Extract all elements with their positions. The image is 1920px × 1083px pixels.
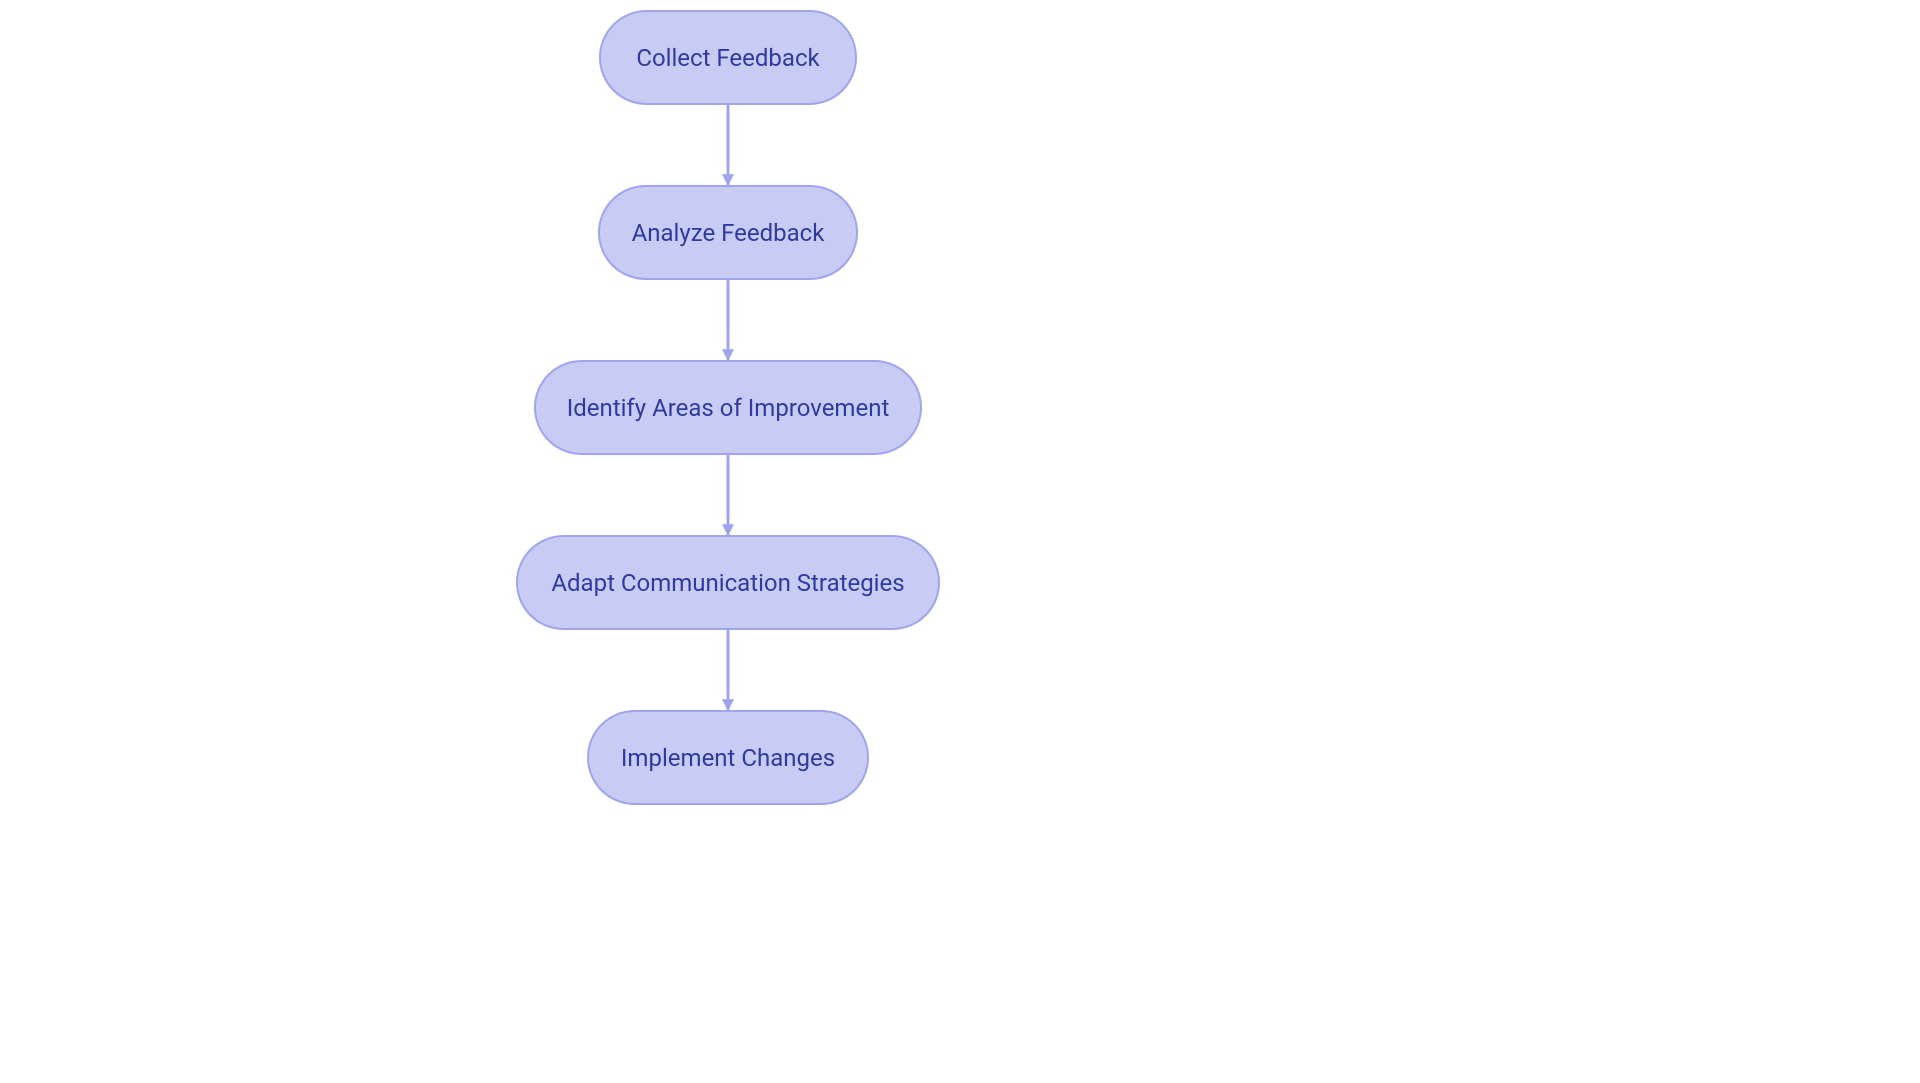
- flowchart-node-label: Analyze Feedback: [632, 219, 825, 247]
- flowchart-node: Adapt Communication Strategies: [516, 535, 940, 630]
- flowchart-node-label: Implement Changes: [621, 744, 835, 772]
- flowchart-node-label: Adapt Communication Strategies: [551, 569, 904, 597]
- flowchart-node: Analyze Feedback: [598, 185, 858, 280]
- flowchart-node-label: Identify Areas of Improvement: [567, 394, 890, 422]
- flowchart-node: Implement Changes: [587, 710, 869, 805]
- flowchart-edges: [0, 0, 1920, 1083]
- flowchart-node-label: Collect Feedback: [636, 44, 819, 72]
- flowchart-node: Collect Feedback: [599, 10, 857, 105]
- flowchart-node: Identify Areas of Improvement: [534, 360, 922, 455]
